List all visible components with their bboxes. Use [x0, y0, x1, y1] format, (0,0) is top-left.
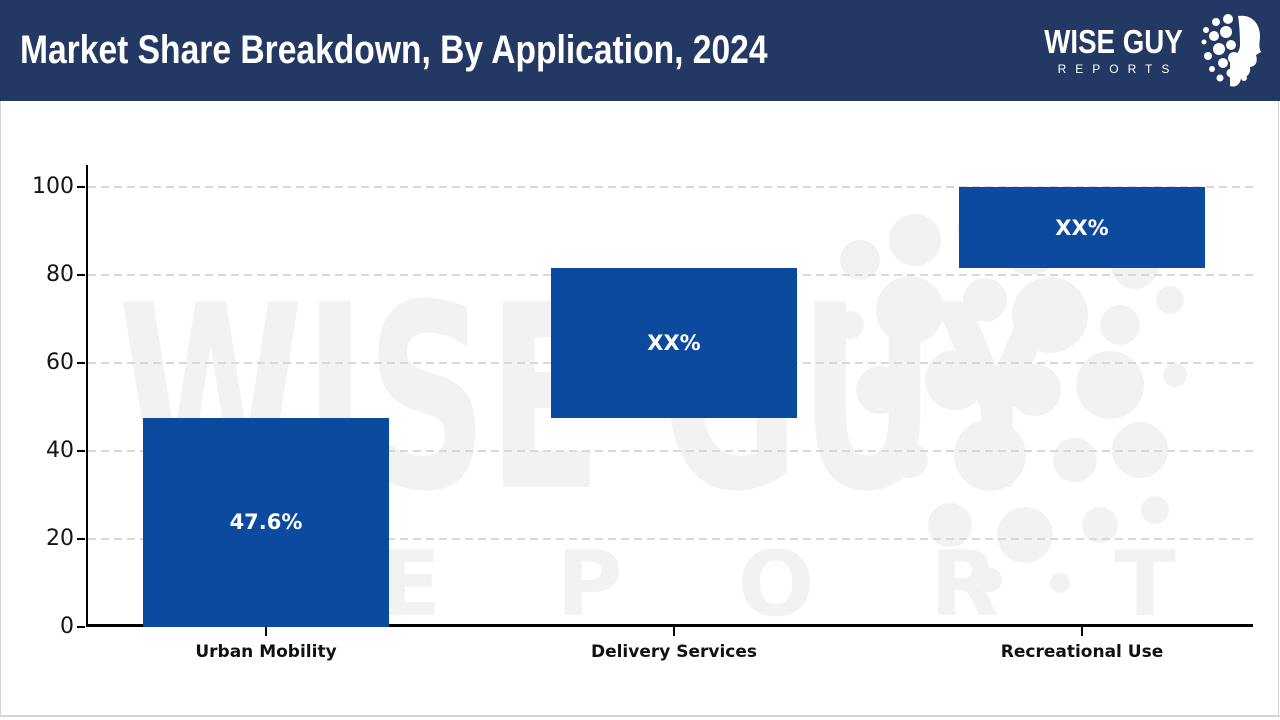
- y-tick-label: 20: [46, 526, 74, 551]
- gridline-y100: [88, 186, 1253, 188]
- y-tick-mark: [77, 274, 85, 276]
- y-tick-label: 80: [46, 262, 74, 287]
- page-border-left: [0, 101, 1, 716]
- bar-urban-mobility: 47.6%: [143, 417, 389, 627]
- y-tick-label: 40: [46, 438, 74, 463]
- header-bar: Market Share Breakdown, By Application, …: [0, 0, 1280, 101]
- x-axis-label-2: Delivery Services: [590, 642, 758, 662]
- brand-logo-subtitle: REPORTS: [1057, 62, 1179, 77]
- page-title: Market Share Breakdown, By Application, …: [20, 28, 768, 72]
- page-border-right: [1278, 101, 1279, 716]
- bar-value-label: XX%: [1055, 215, 1109, 240]
- bar-recreational-use: XX%: [959, 187, 1205, 269]
- gridline-y40: [88, 450, 1253, 452]
- bar-value-label: XX%: [647, 330, 701, 355]
- x-tick-mark: [673, 627, 675, 636]
- gridline-y20: [88, 538, 1253, 540]
- y-tick-mark: [77, 450, 85, 452]
- y-tick-label: 100: [32, 174, 74, 199]
- y-tick-label: 0: [60, 614, 74, 639]
- x-axis-label-3: Recreational Use: [1000, 642, 1164, 662]
- brand-logo: WISE GUY REPORTS: [1031, 12, 1262, 90]
- chart-plot-area: 0 20 40 60 80 100 47.6% Urban Mobility XX% Delive…: [32, 165, 1253, 662]
- x-tick-mark: [265, 627, 267, 636]
- brand-logo-wordmark: WISE GUY: [1044, 22, 1183, 60]
- bar-delivery-services: XX%: [551, 268, 797, 418]
- y-tick-mark: [77, 538, 85, 540]
- bar-value-label: 47.6%: [229, 510, 303, 535]
- x-axis-label-1: Urban Mobility: [195, 642, 337, 662]
- brand-head-icon: [1201, 13, 1261, 87]
- y-tick-mark: [77, 186, 85, 188]
- y-tick-mark: [77, 362, 85, 364]
- y-tick-label: 60: [46, 350, 74, 375]
- page-border-bottom: [0, 715, 1280, 717]
- y-tick-mark: [77, 626, 85, 628]
- x-tick-mark: [1081, 627, 1083, 636]
